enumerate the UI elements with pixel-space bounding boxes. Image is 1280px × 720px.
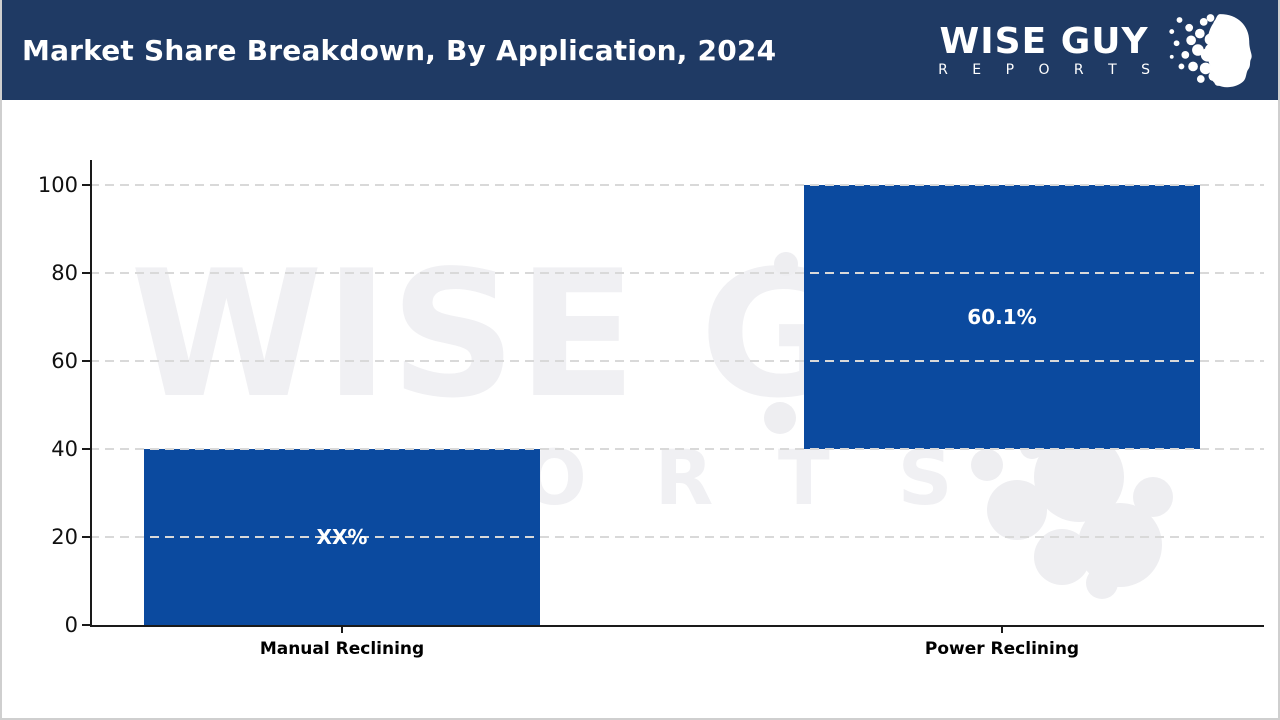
y-axis-tick-label: 60 [51,349,78,373]
y-axis-tick-label: 80 [51,261,78,285]
y-axis-tick-label: 100 [37,173,78,197]
wise-guy-reports-logo: WISE GUY R E P O R T S [928,9,1256,91]
y-axis-tick [82,624,90,626]
bar-value-label: 60.1% [967,305,1037,329]
gridline [90,536,1264,538]
logo-name-label: WISE GUY [939,20,1149,62]
y-axis-tick [82,184,90,186]
y-axis-tick-label: 40 [51,437,78,461]
y-axis-tick [82,360,90,362]
x-axis-category-label: Manual Reclining [259,639,425,659]
y-axis-tick [82,536,90,538]
y-axis-tick [82,272,90,274]
gridline [90,448,1264,450]
dotted-face-icon [1169,14,1252,88]
x-axis-line [90,625,1264,627]
watermark-face-blob [971,432,1173,599]
bar-value-label: XX% [316,525,368,549]
y-axis-tick-label: 0 [64,613,78,637]
gridline [90,272,1264,274]
logo-sub-label: R E P O R T S [938,61,1160,78]
watermark-dot-small [764,252,798,434]
y-axis-tick [82,448,90,450]
y-axis-line [90,160,92,627]
logo-text: WISE GUY R E P O R T S [928,20,1160,78]
header-banner: Market Share Breakdown, By Application, … [2,0,1278,100]
x-axis-tick [341,625,343,633]
x-axis-tick [1001,625,1003,633]
x-axis-category-label: Power Reclining [924,639,1080,659]
page-title: Market Share Breakdown, By Application, … [22,33,777,67]
y-axis-tick-label: 20 [51,525,78,549]
gridline [90,360,1264,362]
bar-power-reclining [804,185,1200,449]
gridline [90,184,1264,186]
